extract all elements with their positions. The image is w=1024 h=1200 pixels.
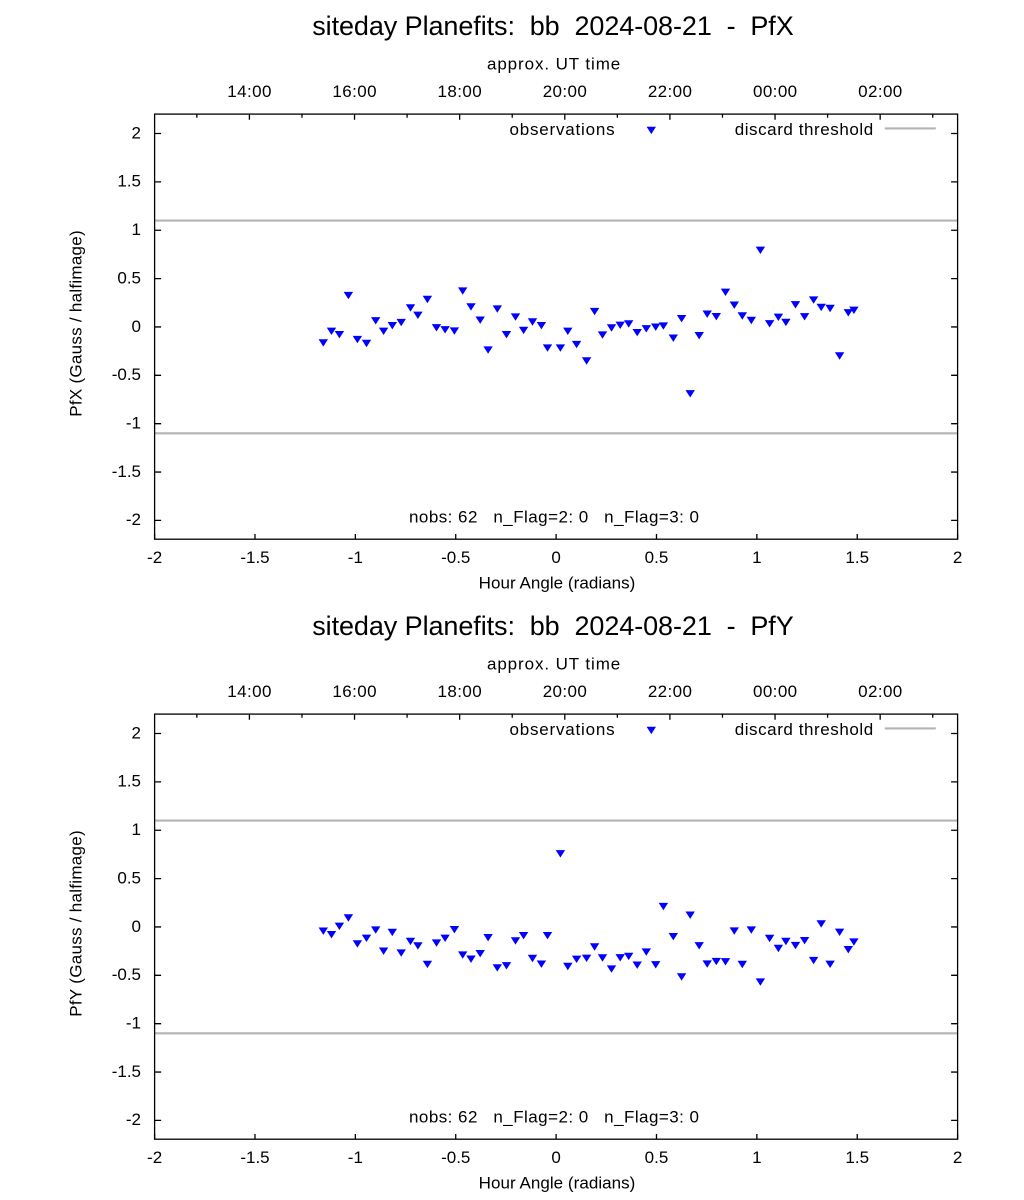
svg-text:22:00: 22:00 [648, 82, 692, 101]
svg-text:0.5: 0.5 [645, 548, 669, 567]
svg-text:0: 0 [132, 917, 141, 936]
svg-text:-1.5: -1.5 [240, 1148, 269, 1167]
svg-text:observations: observations [510, 720, 615, 739]
svg-text:-0.5: -0.5 [112, 965, 141, 984]
svg-text:1.5: 1.5 [117, 772, 141, 791]
svg-text:0: 0 [551, 548, 560, 567]
svg-text:2: 2 [132, 723, 141, 742]
svg-text:-2: -2 [126, 510, 141, 529]
svg-text:-1.5: -1.5 [112, 462, 141, 481]
svg-text:1: 1 [132, 820, 141, 839]
svg-text:Hour Angle (radians): Hour Angle (radians) [479, 574, 636, 593]
svg-text:0: 0 [132, 317, 141, 336]
svg-text:1.5: 1.5 [845, 548, 869, 567]
svg-text:-1: -1 [126, 1013, 141, 1032]
svg-text:observations: observations [510, 120, 615, 139]
svg-text:-1.5: -1.5 [112, 1062, 141, 1081]
svg-text:20:00: 20:00 [543, 682, 587, 701]
svg-text:02:00: 02:00 [858, 682, 902, 701]
svg-text:approx. UT time: approx. UT time [487, 655, 620, 674]
svg-text:2: 2 [132, 123, 141, 142]
svg-text:00:00: 00:00 [753, 682, 797, 701]
svg-text:-0.5: -0.5 [112, 365, 141, 384]
svg-text:2: 2 [953, 548, 962, 567]
svg-text:1.5: 1.5 [117, 172, 141, 191]
svg-text:1: 1 [752, 548, 761, 567]
svg-text:-2: -2 [147, 1148, 162, 1167]
svg-text:Hour Angle (radians): Hour Angle (radians) [479, 1174, 636, 1193]
svg-text:1.5: 1.5 [845, 1148, 869, 1167]
svg-text:discard threshold: discard threshold [735, 120, 874, 139]
svg-text:nobs: 62 n_Flag=2: 0 n_Fla: nobs: 62 n_Flag=2: 0 n_Flag=3: 0 [409, 1107, 699, 1126]
svg-text:PfX (Gauss / halfimage): PfX (Gauss / halfimage) [66, 230, 85, 416]
svg-text:00:00: 00:00 [753, 82, 797, 101]
svg-text:-0.5: -0.5 [441, 1148, 470, 1167]
svg-text:14:00: 14:00 [227, 682, 271, 701]
svg-text:16:00: 16:00 [332, 82, 376, 101]
svg-text:18:00: 18:00 [438, 82, 482, 101]
svg-text:0.5: 0.5 [645, 1148, 669, 1167]
svg-text:PfY (Gauss / halfimage): PfY (Gauss / halfimage) [66, 830, 85, 1016]
svg-text:14:00: 14:00 [227, 82, 271, 101]
svg-text:-0.5: -0.5 [441, 548, 470, 567]
svg-text:siteday Planefits: bb 2024-0: siteday Planefits: bb 2024-08-21 - PfX [312, 11, 794, 41]
svg-text:approx. UT time: approx. UT time [487, 55, 620, 74]
svg-text:22:00: 22:00 [648, 682, 692, 701]
svg-text:0.5: 0.5 [117, 868, 141, 887]
svg-text:-1.5: -1.5 [240, 548, 269, 567]
svg-text:-1: -1 [348, 1148, 363, 1167]
svg-text:2: 2 [953, 1148, 962, 1167]
svg-text:0.5: 0.5 [117, 268, 141, 287]
svg-text:1: 1 [132, 220, 141, 239]
svg-text:siteday Planefits: bb 2024-0: siteday Planefits: bb 2024-08-21 - PfY [312, 611, 794, 641]
svg-text:02:00: 02:00 [858, 82, 902, 101]
svg-text:-1: -1 [348, 548, 363, 567]
svg-text:1: 1 [752, 1148, 761, 1167]
svg-text:18:00: 18:00 [438, 682, 482, 701]
svg-text:0: 0 [551, 1148, 560, 1167]
svg-text:-2: -2 [126, 1110, 141, 1129]
svg-text:20:00: 20:00 [543, 82, 587, 101]
svg-text:-2: -2 [147, 548, 162, 567]
svg-text:-1: -1 [126, 413, 141, 432]
svg-text:nobs: 62 n_Flag=2: 0 n_Fla: nobs: 62 n_Flag=2: 0 n_Flag=3: 0 [409, 507, 699, 526]
svg-text:16:00: 16:00 [332, 682, 376, 701]
svg-text:discard threshold: discard threshold [735, 720, 874, 739]
